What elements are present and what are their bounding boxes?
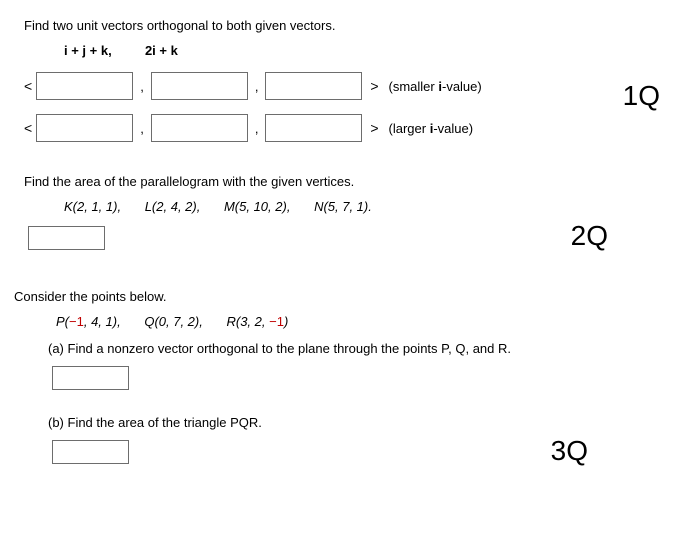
q3-b-text: (b) Find the area of the triangle PQR.: [48, 415, 262, 430]
q3-points: P(−1, 4, 1), Q(0, 7, 2), R(3, 2, −1): [56, 314, 698, 329]
q3-number-label: 3Q: [551, 435, 588, 467]
q1-vectors: i + j + k, 2i + k: [64, 43, 698, 58]
q3-prompt: Consider the points below.: [14, 289, 698, 304]
point-r: R(3, 2, −1): [226, 314, 288, 329]
q1-row-larger: < , , > (larger i-value): [24, 114, 698, 142]
q1-hint-smaller: (smaller i-value): [389, 79, 482, 94]
comma: ,: [140, 121, 144, 136]
q1-larger-i-input[interactable]: [36, 114, 133, 142]
q1-row-smaller: < , , > (smaller i-value): [24, 72, 698, 100]
q3-a-answer-input[interactable]: [52, 366, 129, 390]
q2-prompt: Find the area of the parallelogram with …: [24, 174, 698, 189]
q1-vector-1: i + j + k,: [64, 43, 112, 58]
point-p: P(−1, 4, 1),: [56, 314, 124, 329]
question-1: Find two unit vectors orthogonal to both…: [24, 18, 698, 142]
q3-part-b: (b) Find the area of the triangle PQR.: [48, 415, 698, 430]
comma: ,: [255, 79, 259, 94]
q1-larger-j-input[interactable]: [151, 114, 248, 142]
angle-open: <: [24, 78, 32, 94]
question-2: Find the area of the parallelogram with …: [24, 174, 698, 253]
q1-number-label: 1Q: [623, 80, 660, 112]
q1-prompt: Find two unit vectors orthogonal to both…: [24, 18, 698, 33]
q3-part-a: (a) Find a nonzero vector orthogonal to …: [48, 341, 698, 356]
q3-a-text: (a) Find a nonzero vector orthogonal to …: [48, 341, 511, 356]
vertex-l: L(2, 4, 2),: [145, 199, 201, 214]
vertex-m: M(5, 10, 2),: [224, 199, 290, 214]
q1-hint-larger: (larger i-value): [389, 121, 474, 136]
q2-vertices: K(2, 1, 1), L(2, 4, 2), M(5, 10, 2), N(5…: [64, 199, 698, 214]
q1-larger-k-input[interactable]: [265, 114, 362, 142]
question-3: Consider the points below. P(−1, 4, 1), …: [24, 289, 698, 467]
comma: ,: [255, 121, 259, 136]
q1-smaller-i-input[interactable]: [36, 72, 133, 100]
angle-close: >: [366, 78, 378, 94]
q1-smaller-j-input[interactable]: [151, 72, 248, 100]
q1-smaller-k-input[interactable]: [265, 72, 362, 100]
point-q: Q(0, 7, 2),: [144, 314, 203, 329]
vertex-n: N(5, 7, 1).: [314, 199, 372, 214]
q2-answer-input[interactable]: [28, 226, 105, 250]
angle-close: >: [366, 120, 378, 136]
angle-open: <: [24, 120, 32, 136]
comma: ,: [140, 79, 144, 94]
vertex-k: K(2, 1, 1),: [64, 199, 121, 214]
q3-b-answer-input[interactable]: [52, 440, 129, 464]
q1-vector-2: 2i + k: [145, 43, 178, 58]
q2-number-label: 2Q: [571, 220, 608, 252]
